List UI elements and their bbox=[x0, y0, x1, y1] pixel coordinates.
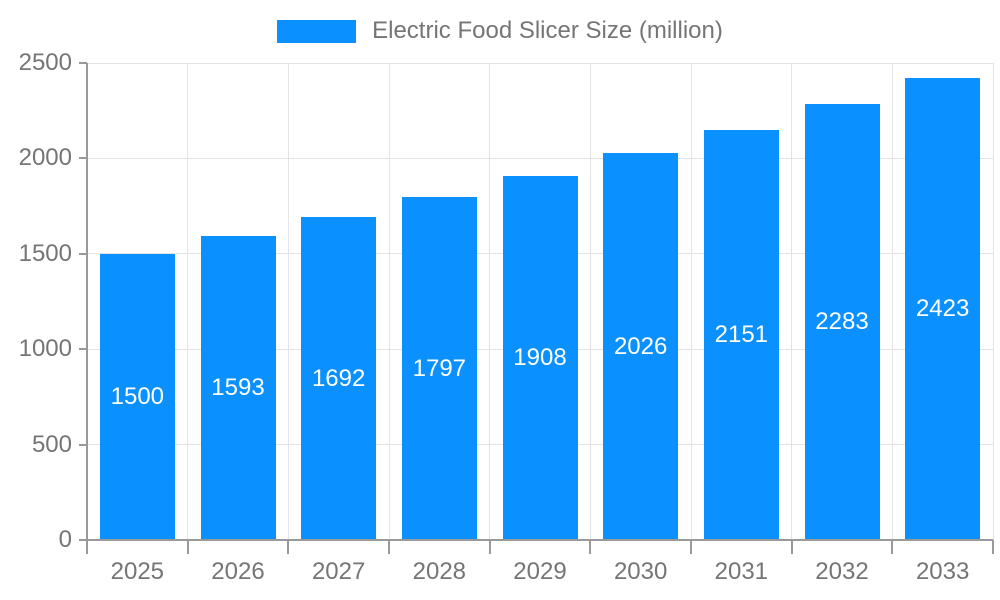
x-axis-tick bbox=[891, 540, 894, 554]
x-axis-label: 2027 bbox=[311, 558, 366, 585]
y-axis-label: 2000 bbox=[18, 144, 72, 172]
bar-2030[interactable]: 2026 bbox=[603, 153, 679, 540]
x-axis-tick bbox=[388, 540, 390, 554]
bar-value-label: 2026 bbox=[613, 332, 668, 360]
x-gridline bbox=[690, 63, 692, 540]
y-axis-tick bbox=[79, 348, 87, 351]
x-axis-tick bbox=[690, 540, 692, 554]
x-axis-label: 2029 bbox=[513, 558, 567, 585]
x-axis-tick bbox=[186, 540, 189, 554]
x-axis-label: 2028 bbox=[412, 558, 467, 585]
bar-value-label: 1908 bbox=[513, 343, 567, 371]
x-gridline bbox=[489, 63, 491, 540]
y-axis-label: 2500 bbox=[18, 49, 72, 76]
bar-2029[interactable]: 1908 bbox=[502, 175, 578, 540]
y-axis-tick bbox=[79, 539, 87, 541]
x-axis-label: 2032 bbox=[815, 558, 869, 585]
x-axis-label: 2026 bbox=[211, 558, 265, 585]
x-axis-tick bbox=[992, 540, 994, 554]
y-axis-label: 1500 bbox=[18, 239, 72, 267]
bar-2027[interactable]: 1692 bbox=[301, 217, 377, 540]
bar-2028[interactable]: 1797 bbox=[401, 197, 477, 540]
x-axis-tick bbox=[589, 540, 592, 554]
x-axis-line bbox=[86, 539, 993, 541]
x-gridline bbox=[891, 63, 893, 540]
x-gridline bbox=[589, 63, 591, 540]
y-gridline bbox=[87, 62, 993, 64]
x-axis-label: 2025 bbox=[110, 558, 165, 585]
bar-value-label: 1593 bbox=[211, 374, 265, 402]
legend-label: Electric Food Slicer Size (million) bbox=[372, 17, 723, 44]
bar-value-label: 2423 bbox=[915, 294, 970, 322]
y-axis-tick bbox=[79, 443, 87, 446]
bar-value-label: 1500 bbox=[110, 382, 165, 410]
x-axis-label: 2033 bbox=[915, 558, 970, 585]
y-axis-tick bbox=[79, 157, 87, 160]
x-axis-label: 2030 bbox=[613, 558, 668, 585]
legend-item[interactable]: Electric Food Slicer Size (million) bbox=[0, 17, 1000, 45]
legend-swatch bbox=[277, 19, 357, 43]
x-axis-tick bbox=[86, 540, 88, 554]
bar-value-label: 1797 bbox=[412, 354, 467, 382]
bar-value-label: 2283 bbox=[815, 308, 869, 336]
bar-2031[interactable]: 2151 bbox=[703, 129, 779, 540]
y-axis-line bbox=[86, 63, 88, 540]
bar-value-label: 1692 bbox=[311, 364, 366, 392]
x-axis-label: 2031 bbox=[714, 558, 769, 585]
y-gridline bbox=[87, 157, 993, 159]
x-gridline bbox=[187, 63, 189, 540]
y-axis-tick bbox=[79, 62, 87, 64]
x-gridline bbox=[992, 63, 994, 540]
bar-2033[interactable]: 2423 bbox=[905, 77, 981, 540]
y-axis-label: 0 bbox=[58, 526, 72, 553]
x-gridline bbox=[388, 63, 390, 540]
y-axis-label: 500 bbox=[31, 430, 72, 458]
y-axis-label: 1000 bbox=[18, 335, 72, 363]
bar-value-label: 2151 bbox=[714, 320, 769, 348]
x-axis-tick bbox=[287, 540, 290, 554]
bar-2032[interactable]: 2283 bbox=[804, 104, 880, 540]
y-axis-tick bbox=[79, 252, 87, 255]
x-axis-tick bbox=[790, 540, 793, 554]
x-axis-tick bbox=[488, 540, 491, 554]
x-gridline bbox=[287, 63, 289, 540]
bar-2025[interactable]: 1500 bbox=[99, 253, 175, 540]
x-gridline bbox=[791, 63, 793, 540]
bar-2026[interactable]: 1593 bbox=[200, 236, 276, 540]
